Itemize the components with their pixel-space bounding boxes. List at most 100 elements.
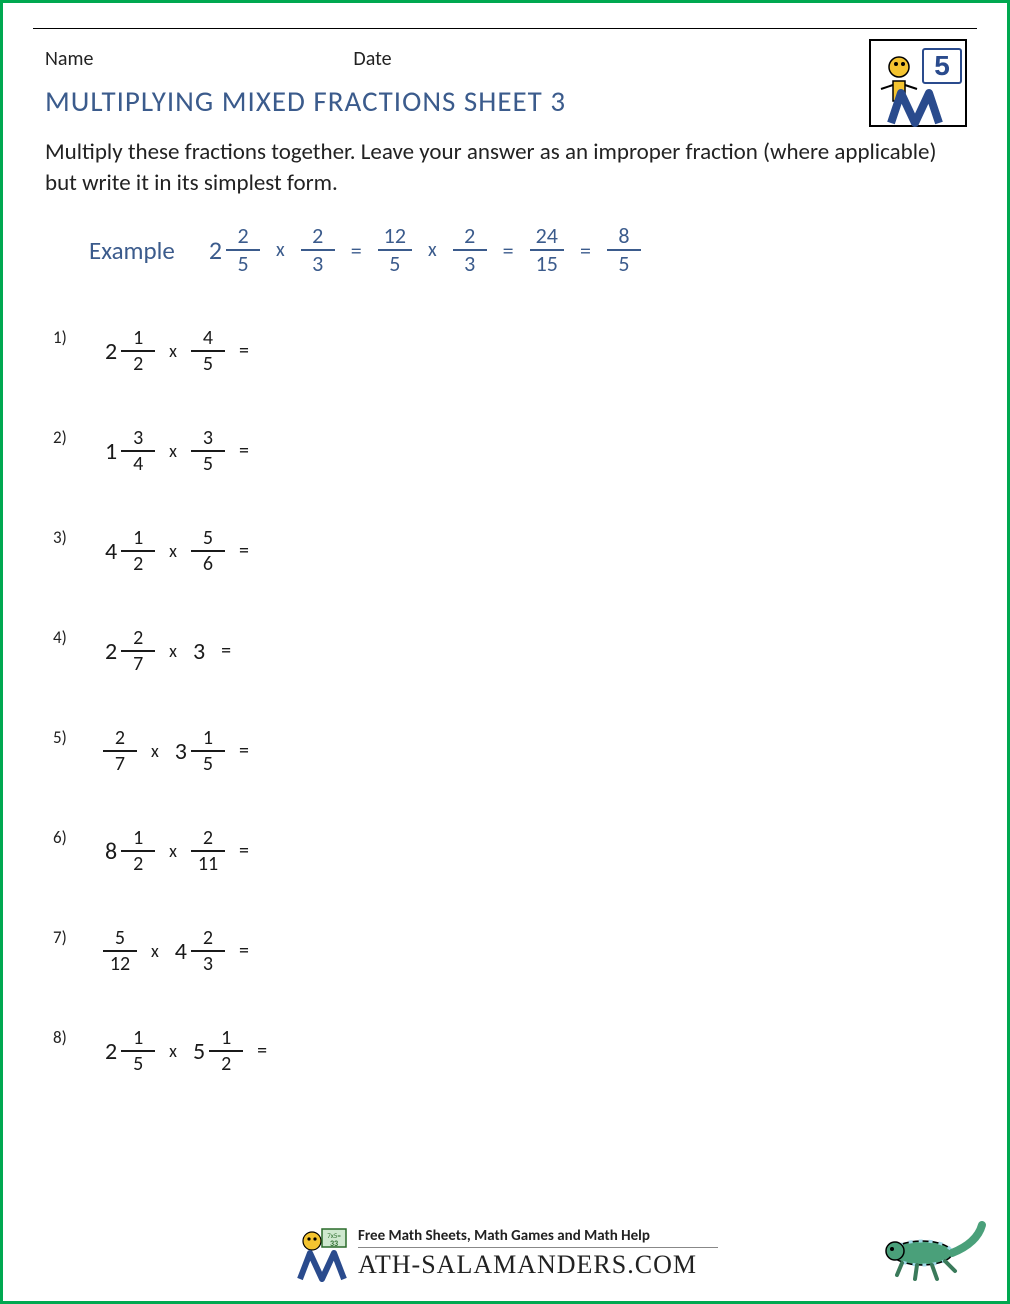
problem-number: 4) bbox=[53, 601, 93, 648]
whole-part: 2 bbox=[103, 1037, 119, 1066]
problem-expression: 134x35= bbox=[93, 426, 253, 476]
whole-part: 4 bbox=[173, 937, 189, 966]
denominator: 3 bbox=[458, 251, 481, 277]
times-op: x bbox=[165, 1040, 181, 1062]
fraction: 85 bbox=[607, 223, 641, 277]
denominator: 5 bbox=[127, 1052, 149, 1076]
denominator: 4 bbox=[127, 452, 149, 476]
fraction-body: 34 bbox=[121, 426, 155, 476]
problem-expression: 227 x3 = bbox=[93, 626, 235, 676]
footer: 7x5= 33 Free Math Sheets, Math Games and… bbox=[3, 1223, 1007, 1283]
fraction: 23 bbox=[301, 223, 335, 277]
fraction: 125 bbox=[378, 223, 412, 277]
problem-number: 2) bbox=[53, 401, 93, 448]
times-op: x bbox=[147, 740, 163, 762]
fraction: 35 bbox=[191, 426, 225, 476]
mixed-fraction: 412 bbox=[103, 526, 155, 576]
fraction-body: 25 bbox=[226, 223, 260, 277]
name-label: Name bbox=[45, 47, 93, 71]
whole-part: 2 bbox=[103, 337, 119, 366]
problem-row: 4) 227 x3 = bbox=[53, 601, 977, 701]
equals: = bbox=[235, 339, 253, 363]
fraction-body: 15 bbox=[191, 726, 225, 776]
example-expression: Example 225x23=125x23=2415=85 bbox=[89, 223, 977, 277]
fraction-body: 56 bbox=[191, 526, 225, 576]
fraction: 27 bbox=[103, 726, 137, 776]
equals: = bbox=[253, 1039, 271, 1063]
problem-expression: 27 x 315 = bbox=[93, 726, 253, 776]
numerator: 2 bbox=[197, 826, 219, 850]
fraction: 211 bbox=[191, 826, 225, 876]
times-op: x bbox=[165, 640, 181, 662]
fraction: 23 bbox=[453, 223, 487, 277]
footer-site: ATH-SALAMANDERS.COM bbox=[358, 1250, 697, 1280]
denominator: 5 bbox=[383, 251, 406, 277]
equals: = bbox=[235, 739, 253, 763]
numerator: 2 bbox=[127, 626, 149, 650]
worksheet-frame: Name Date MULTIPLYING MIXED FRACTIONS SH… bbox=[0, 0, 1010, 1304]
denominator: 3 bbox=[306, 251, 329, 277]
numerator: 12 bbox=[378, 223, 412, 249]
numerator: 8 bbox=[612, 223, 635, 249]
times-op: x bbox=[165, 840, 181, 862]
whole-number: 3 bbox=[191, 637, 207, 666]
numerator: 1 bbox=[197, 726, 219, 750]
equals: = bbox=[499, 237, 518, 264]
denominator: 5 bbox=[612, 251, 635, 277]
mixed-fraction: 315 bbox=[173, 726, 225, 776]
problem-number: 6) bbox=[53, 801, 93, 848]
denominator: 2 bbox=[127, 552, 149, 576]
numerator: 2 bbox=[231, 223, 254, 249]
denominator: 6 bbox=[197, 552, 219, 576]
fraction: 56 bbox=[191, 526, 225, 576]
example-label: Example bbox=[89, 235, 175, 266]
fraction-body: 2415 bbox=[530, 223, 564, 277]
problem-row: 7)512x423= bbox=[53, 901, 977, 1001]
numerator: 1 bbox=[127, 826, 149, 850]
numerator: 3 bbox=[197, 426, 219, 450]
denominator: 11 bbox=[192, 852, 224, 876]
fraction-body: 23 bbox=[191, 926, 225, 976]
problem-expression: 212 x 45 = bbox=[93, 326, 253, 376]
instructions: Multiply these fractions together. Leave… bbox=[33, 119, 977, 209]
footer-logo-icon: 7x5= 33 bbox=[292, 1223, 352, 1283]
fraction: 45 bbox=[191, 326, 225, 376]
mixed-fraction: 423 bbox=[173, 926, 225, 976]
fraction-body: 211 bbox=[191, 826, 225, 876]
mixed-fraction: 134 bbox=[103, 426, 155, 476]
denominator: 7 bbox=[127, 652, 149, 676]
equals: = bbox=[576, 237, 595, 264]
denominator: 5 bbox=[197, 752, 219, 776]
whole-part: 4 bbox=[103, 537, 119, 566]
fraction-body: 85 bbox=[607, 223, 641, 277]
fraction-body: 512 bbox=[103, 926, 137, 976]
fraction-body: 12 bbox=[121, 826, 155, 876]
problem-number: 7) bbox=[53, 901, 93, 948]
fraction-body: 35 bbox=[191, 426, 225, 476]
equals: = bbox=[235, 939, 253, 963]
fraction: 2415 bbox=[530, 223, 564, 277]
problem-expression: 412x56= bbox=[93, 526, 253, 576]
denominator: 2 bbox=[127, 852, 149, 876]
mixed-fraction: 812 bbox=[103, 826, 155, 876]
times-op: x bbox=[147, 940, 163, 962]
denominator: 2 bbox=[127, 352, 149, 376]
denominator: 5 bbox=[197, 452, 219, 476]
whole-part: 8 bbox=[103, 837, 119, 866]
numerator: 2 bbox=[197, 926, 219, 950]
fraction-body: 27 bbox=[103, 726, 137, 776]
whole-part: 2 bbox=[207, 234, 224, 266]
fraction-body: 27 bbox=[121, 626, 155, 676]
numerator: 5 bbox=[197, 526, 219, 550]
svg-text:33: 33 bbox=[330, 1239, 338, 1249]
mixed-fraction: 212 bbox=[103, 326, 155, 376]
whole-part: 5 bbox=[191, 1037, 207, 1066]
denominator: 3 bbox=[197, 952, 219, 976]
equals: = bbox=[217, 639, 235, 663]
times-op: x bbox=[165, 340, 181, 362]
problem-expression: 215x512= bbox=[93, 1026, 271, 1076]
numerator: 1 bbox=[127, 1026, 149, 1050]
problem-row: 6)812x211= bbox=[53, 801, 977, 901]
denominator: 5 bbox=[231, 251, 254, 277]
problem-number: 5) bbox=[53, 701, 93, 748]
